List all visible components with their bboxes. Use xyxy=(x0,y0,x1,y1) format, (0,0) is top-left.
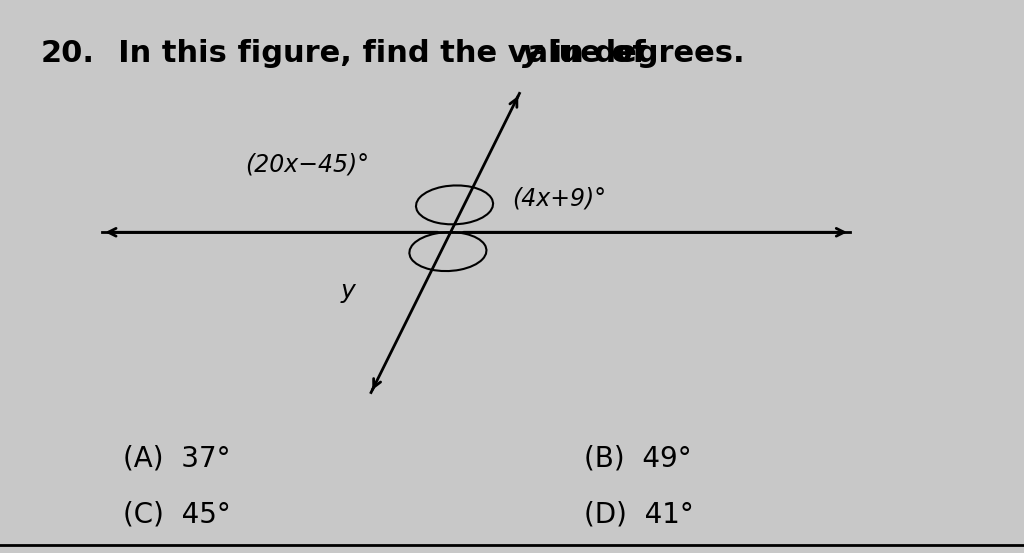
Text: In this figure, find the value of: In this figure, find the value of xyxy=(97,39,656,67)
Text: 20.: 20. xyxy=(41,39,95,67)
Text: (C)  45°: (C) 45° xyxy=(123,500,230,528)
Text: (20x−45)°: (20x−45)° xyxy=(245,153,370,177)
Text: (D)  41°: (D) 41° xyxy=(584,500,693,528)
Text: y: y xyxy=(341,279,355,303)
Text: (B)  49°: (B) 49° xyxy=(584,445,691,473)
Text: (A)  37°: (A) 37° xyxy=(123,445,230,473)
Text: in degrees.: in degrees. xyxy=(541,39,744,67)
Text: (4x+9)°: (4x+9)° xyxy=(512,186,606,210)
Text: y: y xyxy=(522,39,542,67)
